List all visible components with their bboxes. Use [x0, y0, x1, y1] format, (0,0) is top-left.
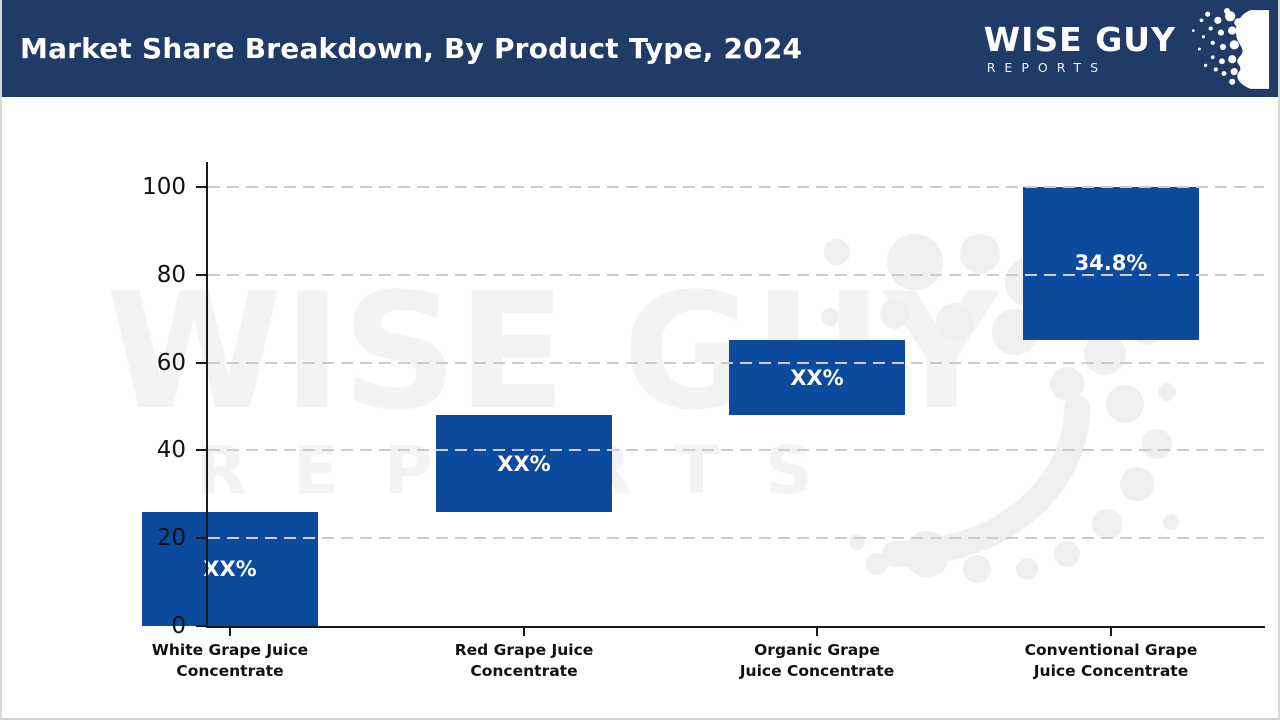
x-category-label: Red Grape Juice Concentrate [454, 641, 594, 680]
y-axis-tick [196, 273, 206, 276]
header-bar: Market Share Breakdown, By Product Type,… [0, 0, 1280, 97]
y-axis-tick [196, 537, 206, 540]
bar-value-label: XX% [497, 451, 551, 476]
y-axis-tick [196, 625, 206, 627]
chart-title: Market Share Breakdown, By Product Type,… [20, 32, 803, 65]
x-axis-line [206, 626, 1265, 628]
x-axis-tick [816, 628, 818, 636]
y-axis-tick [196, 186, 206, 188]
grid-line [208, 186, 1264, 188]
brand-wordmark: WISE GUY [983, 19, 1176, 59]
y-axis-tick [196, 449, 206, 452]
y-axis-tick [196, 361, 206, 364]
bar-value-label: 34.8% [1074, 251, 1148, 276]
grid-line [208, 361, 1264, 364]
y-axis-tick-label: 40 [156, 437, 186, 464]
dotted-head-logo-icon [1191, 7, 1270, 89]
x-category-label: Conventional Grape Juice Concentrate [1024, 641, 1198, 680]
bar [142, 511, 318, 626]
brand-subtext: REPORTS [986, 59, 1108, 75]
y-axis-tick-label: 20 [156, 525, 186, 552]
y-axis-tick-label: 80 [156, 261, 186, 288]
brand-text: WISE GUY REPORTS [983, 19, 1176, 75]
bar-value-label: XX% [790, 365, 844, 390]
y-axis-tick-label: 60 [156, 349, 186, 376]
bar-value-label: XX% [203, 556, 257, 581]
y-axis-tick-label: 0 [171, 613, 186, 639]
brand-logo: WISE GUY REPORTS [984, 6, 1270, 92]
grid-line [208, 537, 1264, 540]
x-axis-tick [523, 628, 525, 636]
bar [1023, 187, 1199, 340]
y-axis-line [206, 162, 208, 628]
bar [729, 339, 905, 416]
grid-line [208, 449, 1264, 452]
x-category-label: Organic Grape Juice Concentrate [739, 641, 895, 680]
y-axis-tick-label: 100 [142, 174, 186, 200]
x-axis-tick [1110, 628, 1112, 636]
x-axis-tick [229, 628, 231, 636]
grid-line [208, 273, 1264, 276]
bar [436, 415, 612, 512]
x-category-label: White Grape Juice Concentrate [151, 641, 309, 680]
